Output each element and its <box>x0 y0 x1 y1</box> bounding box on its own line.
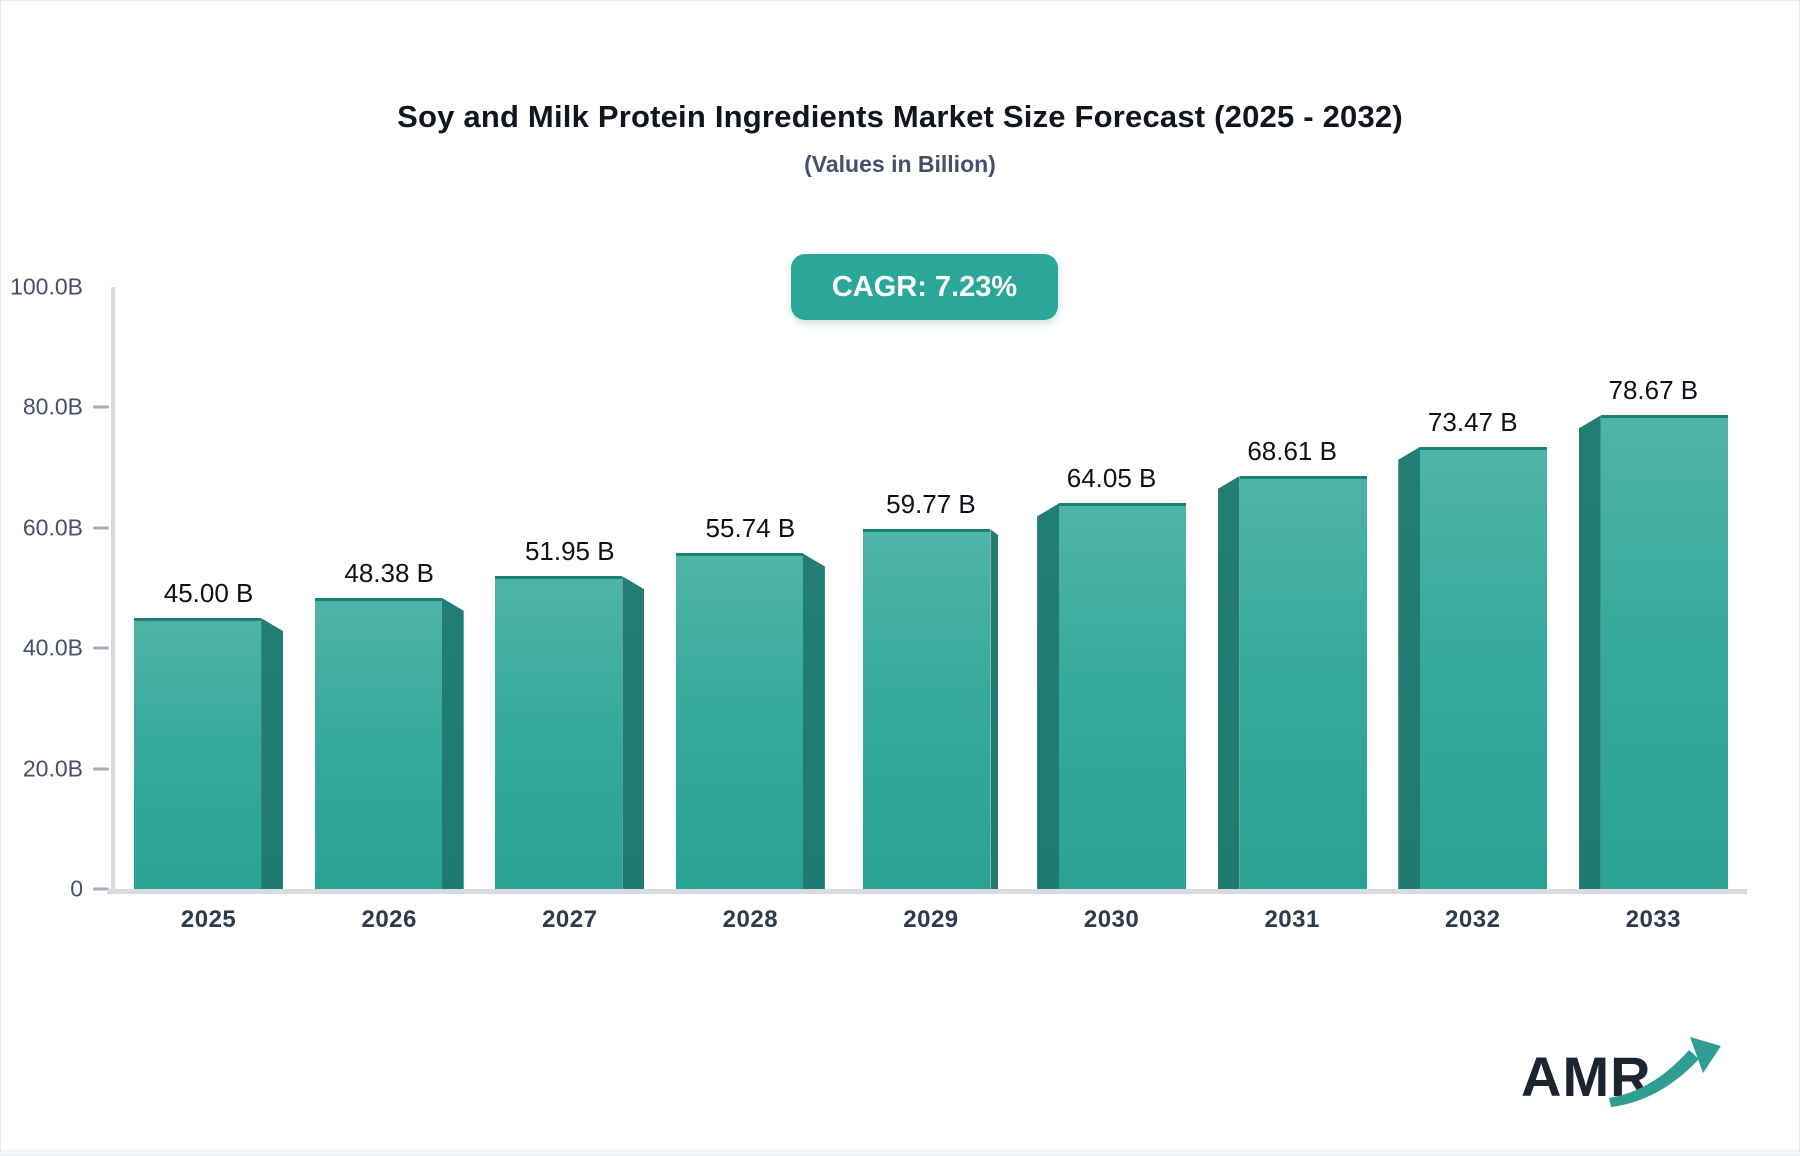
trend-up-arrow-icon <box>1609 1037 1721 1107</box>
chart-title: Soy and Milk Protein Ingredients Market … <box>397 99 1403 134</box>
bar-group: 51.95 B <box>483 536 657 889</box>
bar-face <box>1420 446 1548 889</box>
x-axis-label: 2028 <box>722 906 779 933</box>
bar-face <box>1239 475 1367 889</box>
y-tick-mark <box>93 526 109 530</box>
y-tick-label: 100.0B <box>10 273 83 300</box>
bar-group: 55.74 B <box>663 513 837 889</box>
bar-group: 45.00 B <box>122 578 296 889</box>
y-tick-label: 40.0B <box>22 634 83 661</box>
cagr-badge: CAGR: 7.23% <box>791 254 1058 320</box>
bar-side-3d <box>1578 415 1601 889</box>
bar-face <box>314 597 442 889</box>
x-axis-line <box>107 889 1747 894</box>
x-axis-label: 2025 <box>180 906 237 933</box>
bar <box>134 618 284 889</box>
x-axis-label: 2029 <box>903 906 959 933</box>
bar-group: 59.77 B <box>844 489 1018 889</box>
bar-value-label: 55.74 B <box>705 513 796 544</box>
bar-group: 48.38 B <box>302 558 476 889</box>
bar-side-3d <box>990 529 999 889</box>
x-axis-label: 2027 <box>542 906 598 933</box>
bar-face <box>1059 503 1187 889</box>
bar-side-3d <box>1398 446 1421 889</box>
cagr-badge-label: CAGR: 7.23% <box>831 270 1018 303</box>
bar <box>1398 446 1548 889</box>
bar-group: 73.47 B <box>1386 407 1560 889</box>
bar-side-3d <box>1217 475 1240 889</box>
bar <box>675 553 825 889</box>
bar-side-3d <box>802 553 825 889</box>
y-tick-mark <box>93 646 109 650</box>
bar-group: 78.67 B <box>1566 375 1740 889</box>
bar <box>1217 475 1367 889</box>
bar-side-3d <box>261 618 284 889</box>
bar-group: 64.05 B <box>1025 463 1199 889</box>
bar <box>1037 503 1187 889</box>
bar-face <box>134 618 262 889</box>
bar-group: 68.61 B <box>1205 436 1379 889</box>
y-tick-label: 80.0B <box>22 393 83 420</box>
bar-face <box>863 529 991 889</box>
y-axis-line <box>111 287 115 889</box>
x-axis-label: 2026 <box>361 906 417 933</box>
bar <box>495 576 645 889</box>
bar-value-label: 48.38 B <box>344 557 434 588</box>
amr-logo: AMR <box>1521 1033 1721 1117</box>
plot-area: 100.0B 80.0B 60.0B 40.0B 20.0B 0 45.00 B 48.38… <box>1 274 1799 902</box>
bar-value-label: 51.95 B <box>524 536 615 567</box>
bar-face <box>495 576 623 889</box>
y-tick-mark <box>93 887 109 891</box>
chart-subtitle: (Values in Billion) <box>804 151 996 177</box>
y-tick-label: 60.0B <box>22 514 83 541</box>
bar-value-label: 73.47 B <box>1427 406 1518 437</box>
bar-value-label: 68.61 B <box>1247 435 1337 466</box>
bar <box>1578 415 1728 889</box>
bar <box>314 597 464 889</box>
bar-face <box>675 553 803 889</box>
x-axis-labels: 2025 2026 2027 2028 2029 2030 2031 2032 2033 <box>115 906 1747 934</box>
bar-value-label: 78.67 B <box>1608 375 1699 406</box>
bar-side-3d <box>1037 503 1060 889</box>
bar-value-label: 59.77 B <box>886 489 976 520</box>
bar-value-label: 64.05 B <box>1066 463 1157 494</box>
bars-container: 45.00 B 48.38 B 51.95 B 55.74 B 59.77 B 64.05… <box>115 287 1747 889</box>
x-axis-label: 2032 <box>1445 906 1501 933</box>
y-tick-mark <box>93 767 109 771</box>
y-tick-label: 0 <box>70 875 83 902</box>
x-axis-label: 2031 <box>1264 906 1320 933</box>
bar <box>863 529 999 889</box>
bar-side-3d <box>441 597 464 889</box>
y-tick-label: 20.0B <box>22 755 83 782</box>
bar-side-3d <box>622 576 645 889</box>
bar-value-label: 45.00 B <box>163 578 254 609</box>
x-axis-label: 2033 <box>1625 906 1682 933</box>
x-axis-label: 2030 <box>1083 906 1140 933</box>
bar-face <box>1600 415 1728 889</box>
y-tick-mark <box>93 405 109 409</box>
